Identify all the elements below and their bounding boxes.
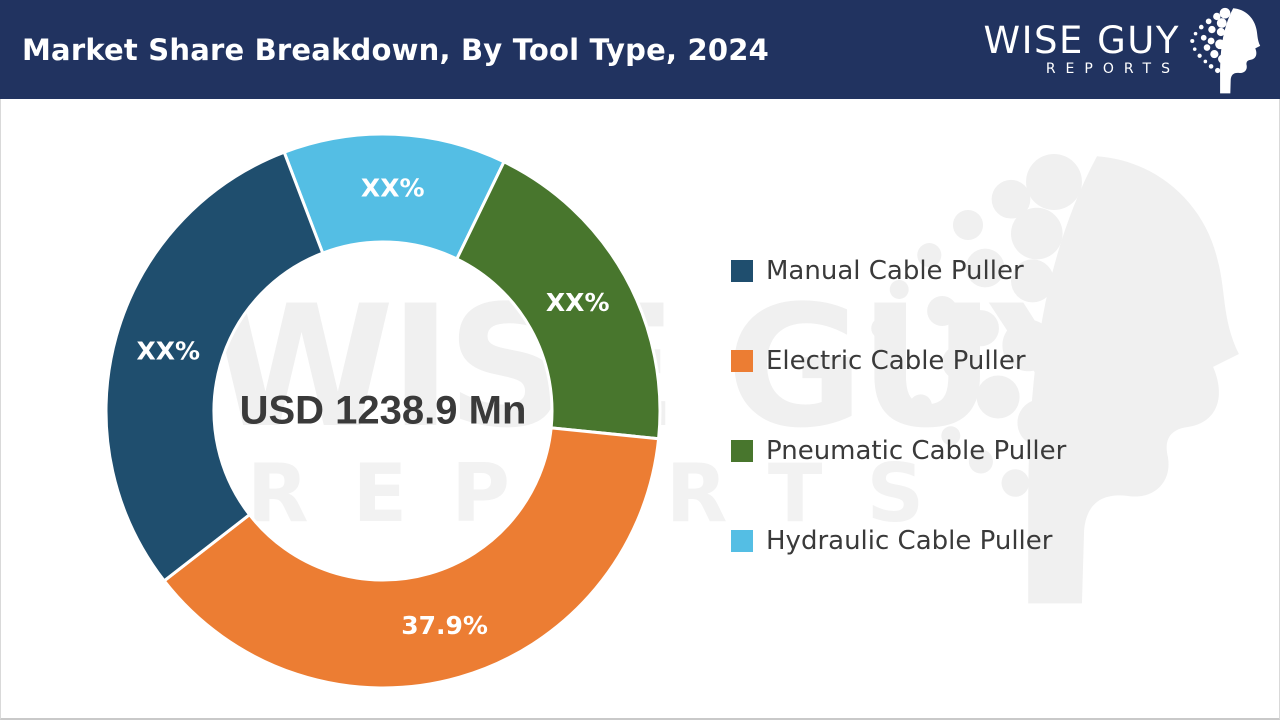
logo-subtext: REPORTS bbox=[1045, 61, 1180, 77]
logo-wordmark: WISE GUY bbox=[983, 19, 1180, 62]
legend-label: Pneumatic Cable Puller bbox=[766, 436, 1067, 466]
legend-swatch-electric bbox=[731, 350, 753, 372]
donut-chart: XX% XX% 37.9% XX% bbox=[104, 132, 662, 690]
chart-canvas: WISE GUY REPORTS XX%XX%37.9%XX% USD 1238… bbox=[0, 99, 1280, 720]
legend-item-hydraulic: Hydraulic Cable Puller bbox=[731, 526, 1066, 556]
legend-swatch-hydraulic bbox=[731, 530, 753, 552]
segment-pct-label: XX% bbox=[361, 174, 425, 203]
header-bar: Market Share Breakdown, By Tool Type, 20… bbox=[0, 0, 1280, 99]
segment-pct-label: XX% bbox=[136, 336, 200, 365]
legend-item-electric: Electric Cable Puller bbox=[731, 346, 1066, 376]
legend-swatch-pneumatic bbox=[731, 440, 753, 462]
donut-segment-manual-cable-puller bbox=[104, 150, 325, 583]
legend-label: Electric Cable Puller bbox=[766, 346, 1026, 376]
wiseguy-logo: WISE GUY REPORTS bbox=[984, 5, 1266, 95]
segment-pct-label: 37.9% bbox=[401, 611, 488, 640]
legend-item-pneumatic: Pneumatic Cable Puller bbox=[731, 436, 1067, 466]
legend-label: Hydraulic Cable Puller bbox=[766, 526, 1053, 556]
donut-segment-pneumatic-cable-puller bbox=[454, 159, 662, 441]
legend-item-manual: Manual Cable Puller bbox=[731, 256, 1066, 286]
legend-label: Manual Cable Puller bbox=[766, 256, 1024, 286]
legend-swatch-manual bbox=[731, 260, 753, 282]
donut-center-total: USD 1238.9 Mn bbox=[239, 388, 527, 433]
wiseguy-face-icon bbox=[1190, 7, 1261, 93]
legend: Manual Cable Puller Electric Cable Pulle… bbox=[731, 256, 1067, 617]
segment-pct-label: XX% bbox=[546, 288, 610, 317]
page-title: Market Share Breakdown, By Tool Type, 20… bbox=[22, 32, 770, 67]
donut-segment-electric-cable-puller bbox=[162, 426, 661, 690]
